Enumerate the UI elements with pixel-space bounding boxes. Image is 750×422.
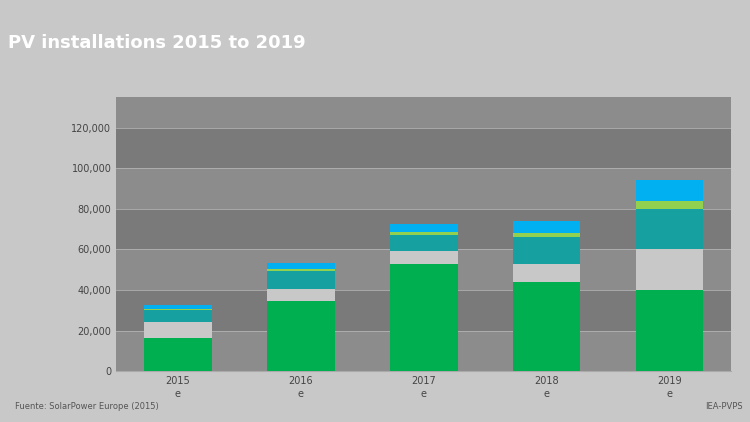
Bar (144, 338, 211, 371)
Bar (390, 252, 458, 264)
Text: IEA-PVPS: IEA-PVPS (705, 403, 742, 411)
Bar (267, 271, 334, 289)
Bar (116, 97, 731, 127)
Bar (116, 331, 731, 371)
Bar (144, 309, 211, 311)
Bar (390, 264, 458, 371)
Bar (390, 235, 458, 252)
Bar (636, 180, 704, 201)
Bar (636, 249, 704, 290)
Bar (513, 233, 580, 237)
Bar (116, 209, 731, 249)
Text: PV installations 2015 to 2019: PV installations 2015 to 2019 (8, 34, 305, 52)
Bar (116, 249, 731, 290)
Bar (513, 282, 580, 371)
Bar (513, 237, 580, 264)
Bar (513, 221, 580, 233)
Bar (390, 224, 458, 232)
Bar (144, 311, 211, 322)
Bar (513, 264, 580, 282)
Bar (116, 168, 731, 209)
Bar (636, 201, 704, 209)
Bar (116, 290, 731, 331)
Bar (267, 301, 334, 371)
Bar (267, 269, 334, 271)
Bar (390, 232, 458, 235)
Bar (636, 209, 704, 249)
Bar (144, 306, 211, 309)
Bar (267, 263, 334, 269)
Bar (267, 289, 334, 301)
Bar (116, 127, 731, 168)
Bar (636, 290, 704, 371)
Bar (144, 322, 211, 338)
Text: Fuente: SolarPower Europe (2015): Fuente: SolarPower Europe (2015) (15, 403, 159, 411)
